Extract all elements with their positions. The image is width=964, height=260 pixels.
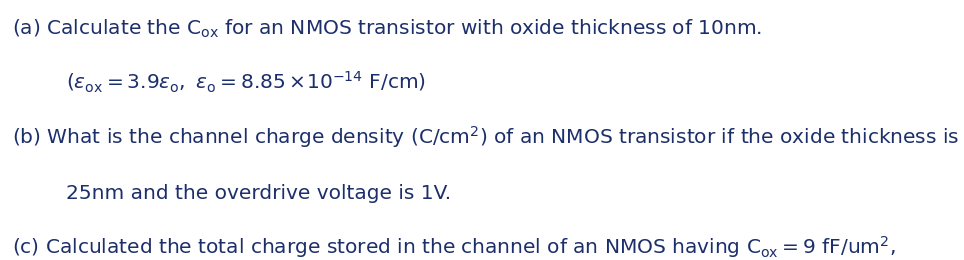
Text: $(\varepsilon_{\mathrm{ox}} = 3.9\varepsilon_{\mathrm{o}},\ \varepsilon_{\mathrm: $(\varepsilon_{\mathrm{ox}} = 3.9\vareps… <box>66 70 425 95</box>
Text: 25nm and the overdrive voltage is 1V.: 25nm and the overdrive voltage is 1V. <box>66 184 451 203</box>
Text: (a) Calculate the $\mathrm{C_{ox}}$ for an NMOS transistor with oxide thickness : (a) Calculate the $\mathrm{C_{ox}}$ for … <box>12 18 762 40</box>
Text: (c) Calculated the total charge stored in the channel of an NMOS having $\mathrm: (c) Calculated the total charge stored i… <box>12 234 896 260</box>
Text: (b) What is the channel charge density (C/cm$^{2}$) of an NMOS transistor if the: (b) What is the channel charge density (… <box>12 125 959 151</box>
